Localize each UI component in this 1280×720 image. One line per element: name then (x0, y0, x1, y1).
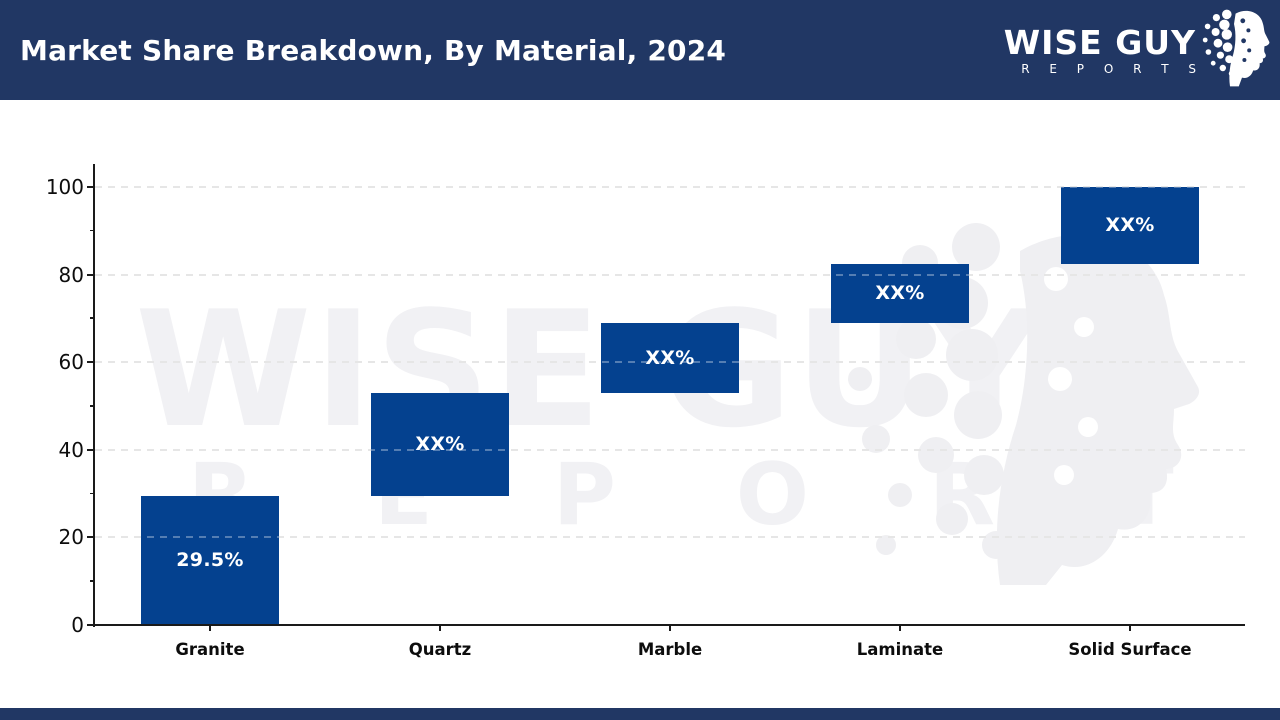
gridline-overlay (95, 448, 1245, 451)
bar-laminate: XX% (831, 263, 969, 323)
y-major-tick (87, 273, 94, 276)
header-bar: Market Share Breakdown, By Material, 202… (0, 0, 1280, 100)
bar-value-label: XX% (875, 282, 925, 305)
logo-head-icon (1202, 9, 1270, 87)
x-category-tick (209, 625, 211, 631)
y-minor-tick (90, 405, 94, 407)
x-category-tick (1129, 625, 1131, 631)
x-category-tick (899, 625, 901, 631)
x-category-label: Granite (175, 640, 245, 659)
wise-guy-reports-logo: WISE GUY R E P O R T S (1004, 4, 1270, 92)
gridline (95, 448, 1245, 451)
y-major-tick (87, 361, 94, 364)
bar-quartz: XX% (371, 392, 509, 496)
bar-marble: XX% (601, 322, 739, 393)
y-major-tick (87, 448, 94, 451)
bar-value-label: XX% (645, 346, 695, 369)
gridline-overlay (95, 536, 1245, 539)
y-major-tick (87, 536, 94, 539)
gridline-overlay (95, 361, 1245, 364)
bar-value-label: 29.5% (176, 549, 244, 572)
logo-text: WISE GUY R E P O R T S (1003, 22, 1196, 76)
y-minor-tick (90, 492, 94, 495)
x-category-label: Marble (637, 640, 703, 659)
y-axis-line (93, 164, 95, 627)
page-title: Market Share Breakdown, By Material, 202… (20, 34, 727, 67)
y-tick-label: 0 (71, 613, 84, 637)
footer-bar (0, 708, 1280, 720)
bar-value-label: XX% (1105, 214, 1155, 237)
y-major-tick (87, 624, 94, 626)
gridline-overlay (95, 186, 1245, 188)
y-minor-tick (90, 229, 94, 232)
x-category-tick (669, 625, 671, 631)
x-category-tick (439, 625, 441, 631)
x-category-label: Quartz (408, 640, 472, 659)
gridline (95, 273, 1245, 276)
gridline-overlay (95, 273, 1245, 276)
y-tick-label: 40 (58, 437, 84, 462)
y-minor-tick (90, 317, 94, 319)
x-category-label: Solid Surface (1068, 640, 1192, 659)
x-axis-line (93, 624, 1245, 626)
y-tick-label: 20 (58, 525, 84, 550)
bar-value-label: XX% (415, 433, 465, 456)
y-major-tick (87, 186, 94, 188)
bar-solid-surface: XX% (1061, 187, 1199, 264)
y-minor-tick (90, 580, 94, 582)
x-category-label: Laminate (856, 640, 944, 659)
y-tick-label: 80 (58, 262, 84, 287)
y-tick-label: 60 (58, 350, 84, 375)
gridline (95, 186, 1245, 188)
gridline (95, 536, 1245, 539)
logo-subtitle: R E P O R T S (1021, 62, 1204, 77)
y-tick-label: 100 (45, 175, 84, 199)
logo-wordmark: WISE GUY (1003, 22, 1196, 62)
bar-granite: 29.5% (141, 495, 279, 625)
